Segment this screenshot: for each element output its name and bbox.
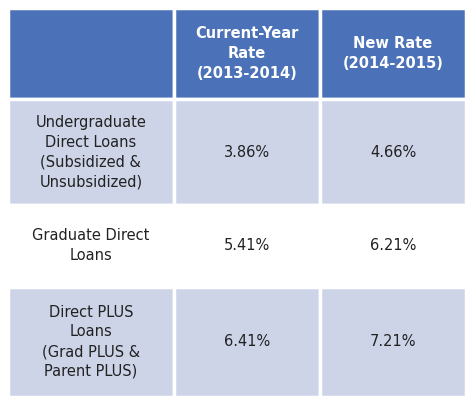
Text: 7.21%: 7.21% bbox=[370, 334, 416, 349]
Text: 5.41%: 5.41% bbox=[224, 238, 270, 253]
Text: 6.21%: 6.21% bbox=[370, 238, 416, 253]
Text: Graduate Direct
Loans: Graduate Direct Loans bbox=[32, 228, 150, 263]
Text: Undergraduate
Direct Loans
(Subsidized &
Unsubsidized): Undergraduate Direct Loans (Subsidized &… bbox=[36, 115, 146, 189]
Bar bbox=[174, 205, 320, 287]
Text: Direct PLUS
Loans
(Grad PLUS &
Parent PLUS): Direct PLUS Loans (Grad PLUS & Parent PL… bbox=[42, 305, 140, 379]
Text: 3.86%: 3.86% bbox=[224, 145, 270, 160]
Bar bbox=[174, 287, 320, 397]
Bar bbox=[8, 99, 174, 205]
Text: 6.41%: 6.41% bbox=[224, 334, 270, 349]
Bar bbox=[320, 287, 466, 397]
Bar bbox=[320, 8, 466, 99]
Text: New Rate
(2014-2015): New Rate (2014-2015) bbox=[343, 36, 443, 71]
Bar bbox=[174, 99, 320, 205]
Text: Current-Year
Rate
(2013-2014): Current-Year Rate (2013-2014) bbox=[195, 26, 299, 81]
Text: 4.66%: 4.66% bbox=[370, 145, 416, 160]
Bar bbox=[320, 205, 466, 287]
Bar bbox=[8, 205, 174, 287]
Bar bbox=[8, 8, 174, 99]
Bar bbox=[8, 287, 174, 397]
Bar bbox=[174, 8, 320, 99]
Bar bbox=[320, 99, 466, 205]
